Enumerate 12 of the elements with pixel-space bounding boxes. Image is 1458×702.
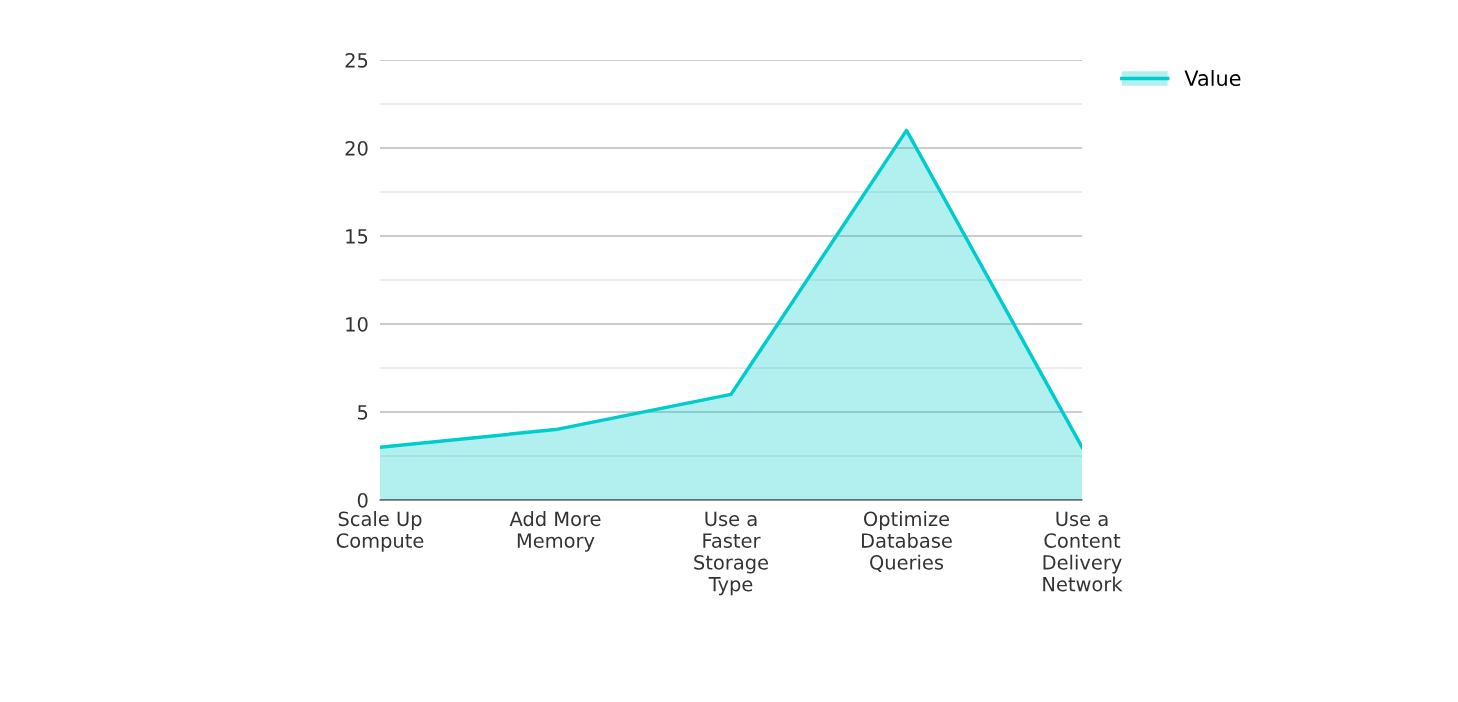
x-tick-label: Use a Content Delivery Network [1043,511,1123,592]
y-tick-label: 10 [346,316,368,332]
x-tick-label: Add More Memory [509,511,601,552]
y-tick-label: 20 [345,140,368,156]
y-tick-label: 5 [358,405,368,420]
y-tick-label: 15 [346,229,368,244]
legend-label: Value [1184,69,1241,87]
x-tick-label: Optimize Database Queries [862,511,952,572]
x-tick-label: Use a Faster Storage Type [694,511,768,596]
y-tick-label: 0 [357,492,368,508]
x-tick-label: Scale Up Compute [336,511,424,552]
y-tick-label: 25 [345,52,368,68]
